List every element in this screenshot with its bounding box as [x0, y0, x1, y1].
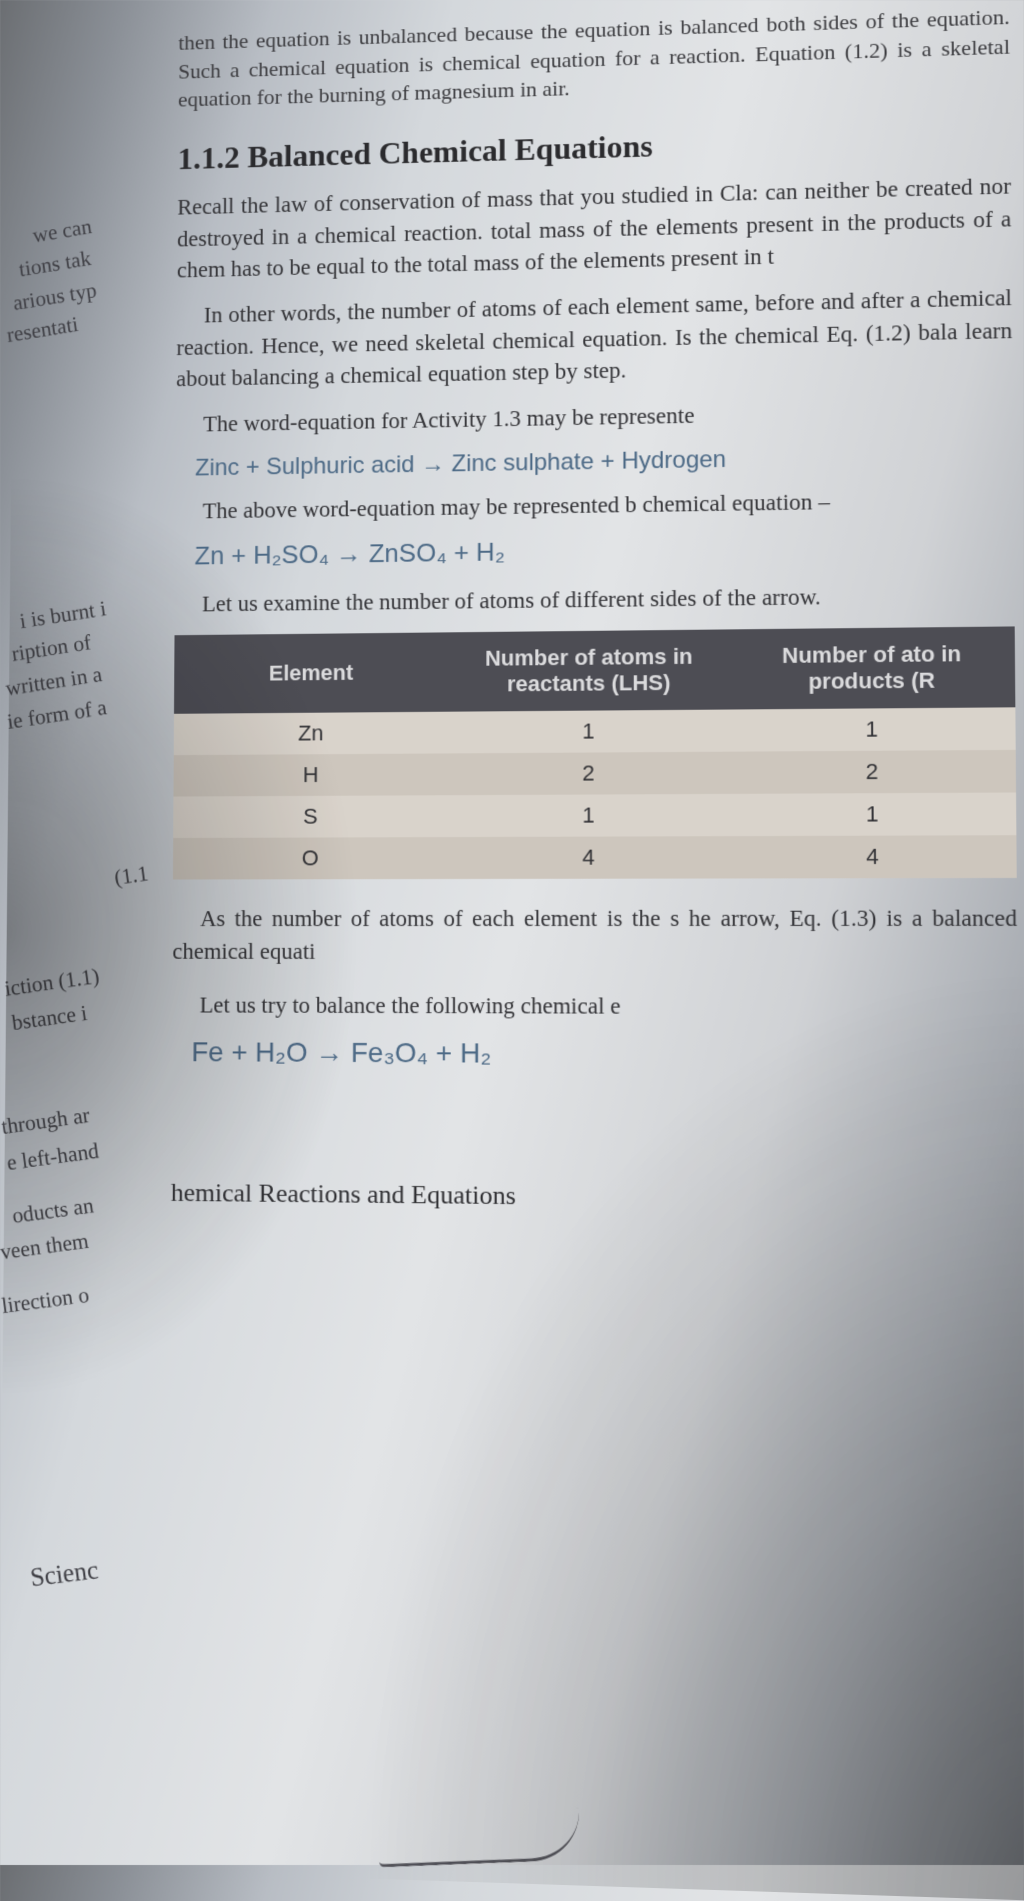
left-margin-cutoff: we can tions tak arious typ resentati i …	[0, 23, 174, 1872]
paragraph-chem-eq-intro: The above word-equation may be represent…	[175, 483, 1014, 528]
cell-rhs: 1	[729, 707, 1015, 751]
col-lhs: Number of atoms in reactants (LHS)	[449, 629, 729, 711]
cell-rhs: 1	[730, 792, 1017, 836]
cell-element: S	[173, 795, 449, 838]
paragraph-try-balance: Let us try to balance the following chem…	[172, 990, 1018, 1025]
chapter-footer-title: hemical Reactions and Equations	[171, 1178, 1020, 1216]
atoms-table: Element Number of atoms in reactants (LH…	[173, 626, 1017, 879]
word-equation: Zinc + Sulphuric acid → Zinc sulphate + …	[195, 441, 1013, 482]
margin-fragment: tions tak	[18, 246, 93, 283]
page-curl-mark	[376, 1808, 583, 1868]
cell-lhs: 1	[449, 794, 730, 837]
main-content: then the equation is unbalanced because …	[171, 0, 1024, 1216]
margin-fragment: oducts an	[11, 1192, 95, 1229]
intro-paragraph: then the equation is unbalanced because …	[178, 0, 1010, 114]
table-row: H 2 2	[173, 750, 1016, 797]
cell-lhs: 2	[449, 752, 730, 796]
margin-fragment: (1.1	[113, 861, 150, 891]
margin-fragment: bstance i	[10, 1000, 88, 1036]
paragraph-balanced: As the number of atoms of each element i…	[172, 902, 1017, 969]
textbook-page: we can tions tak arious typ resentati i …	[0, 0, 1024, 1901]
table-header-row: Element Number of atoms in reactants (LH…	[174, 626, 1015, 713]
cell-lhs: 1	[449, 709, 730, 753]
margin-fragment: written in a	[4, 662, 104, 702]
cell-rhs: 2	[730, 750, 1017, 794]
table-row: O 4 4	[173, 835, 1017, 879]
margin-fragment: through ar	[0, 1102, 91, 1140]
paragraph-examine: Let us examine the number of atoms of di…	[175, 579, 1015, 621]
margin-fragment: ription of	[10, 630, 92, 667]
table-row: S 1 1	[173, 792, 1016, 837]
paragraph-word-eq-intro: The word-equation for Activity 1.3 may b…	[176, 394, 1013, 441]
margin-fragment: Scienc	[29, 1555, 101, 1593]
margin-fragment: veen them	[0, 1228, 90, 1265]
cell-element: O	[173, 837, 449, 879]
paragraph-other-words: In other words, the number of atoms of e…	[176, 282, 1013, 396]
margin-fragment: e left-hand	[5, 1138, 100, 1176]
cell-element: Zn	[174, 712, 449, 755]
chemical-equation-fe: Fe + H₂O → Fe₃O₄ + H₂	[191, 1036, 1018, 1072]
margin-fragment: iction (1.1)	[3, 963, 101, 1002]
margin-fragment: ie form of a	[6, 695, 109, 735]
table-row: Zn 1 1	[174, 707, 1016, 755]
margin-fragment: lirection o	[0, 1282, 90, 1319]
cell-element: H	[173, 753, 448, 796]
col-rhs: Number of ato in products (R	[729, 626, 1015, 709]
section-heading: 1.1.2 Balanced Chemical Equations	[178, 118, 1011, 177]
margin-fragment: we can	[31, 214, 93, 248]
chemical-equation-zn: Zn + H₂SO₄ → ZnSO₄ + H₂	[194, 530, 1014, 572]
cell-rhs: 4	[730, 835, 1017, 878]
margin-fragment: arious typ	[11, 278, 98, 316]
col-element: Element	[174, 632, 449, 713]
cell-lhs: 4	[449, 836, 730, 879]
margin-fragment: i is burnt i	[18, 596, 108, 634]
paragraph-recall: Recall the law of conservation of mass t…	[177, 171, 1012, 288]
margin-fragment: resentati	[5, 312, 79, 348]
